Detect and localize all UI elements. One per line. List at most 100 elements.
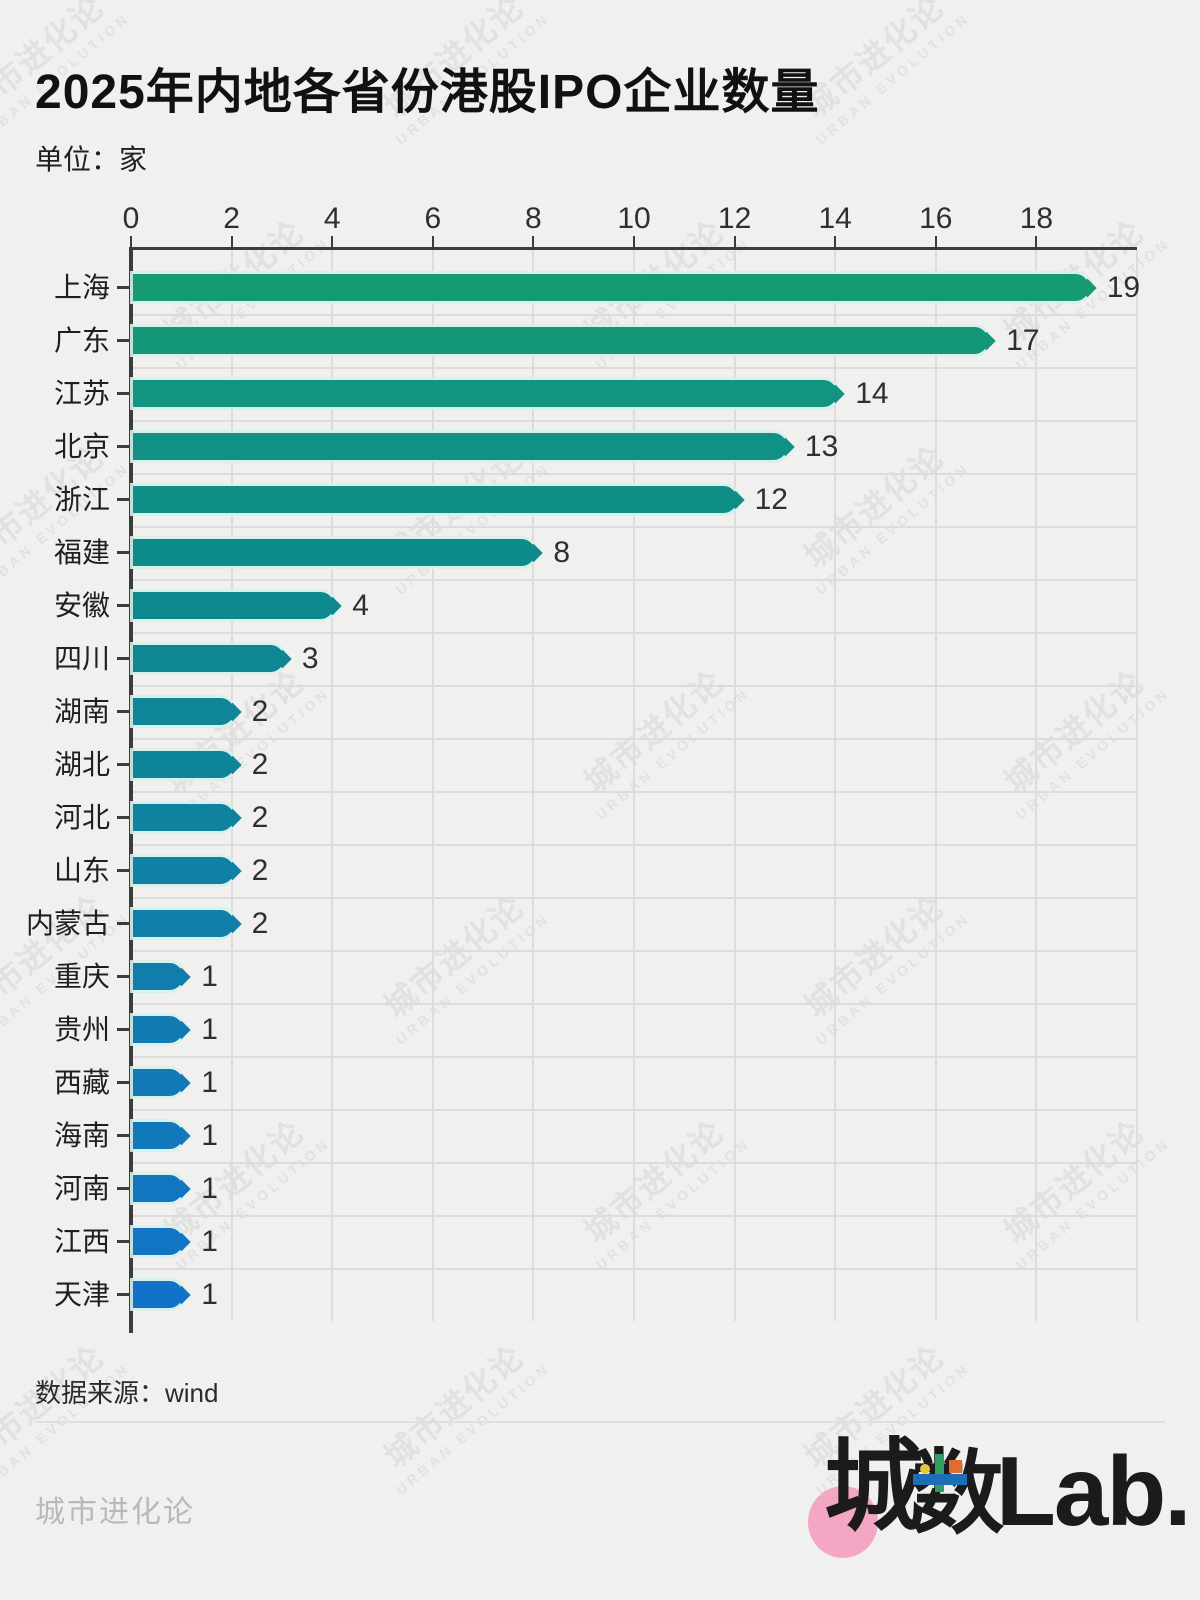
category-label: 上海 xyxy=(53,271,110,303)
bar-tip xyxy=(222,861,242,880)
category-tick xyxy=(117,656,130,660)
grid-line-vertical xyxy=(733,250,736,1321)
category-label: 湖北 xyxy=(53,748,110,780)
grid-line-vertical xyxy=(431,250,434,1321)
x-axis-tick xyxy=(532,236,535,247)
grid-line-horizontal xyxy=(131,1109,1137,1111)
bar-value-label: 17 xyxy=(1006,323,1040,357)
bar-tip xyxy=(172,1073,191,1092)
grid-line-horizontal xyxy=(131,897,1137,899)
category-label: 安徽 xyxy=(53,589,110,621)
bar xyxy=(133,592,342,619)
bar-value-label: 2 xyxy=(251,800,269,834)
grid-line-vertical xyxy=(934,250,937,1321)
category-tick xyxy=(117,868,130,872)
grid-line-horizontal xyxy=(131,579,1137,581)
bar-tip xyxy=(222,702,242,721)
grid-line-horizontal xyxy=(131,1162,1137,1164)
x-tick-label: 10 xyxy=(617,202,651,235)
category-tick xyxy=(117,1133,130,1137)
category-tick xyxy=(117,1080,130,1084)
category-label: 贵州 xyxy=(53,1013,110,1045)
x-axis-tick xyxy=(331,236,334,247)
bar-value-label: 4 xyxy=(352,588,369,622)
category-tick xyxy=(117,762,130,766)
grid-line-horizontal xyxy=(131,1056,1137,1058)
bar-tip xyxy=(222,808,242,827)
grid-line-horizontal xyxy=(131,367,1137,369)
bar-tip xyxy=(776,437,795,456)
logo-accent-orange-square xyxy=(949,1460,962,1473)
bar-value-label: 19 xyxy=(1106,270,1141,304)
x-tick-label: 2 xyxy=(223,202,240,235)
grid-line-vertical xyxy=(331,250,334,1321)
bar xyxy=(133,910,242,937)
grid-line-horizontal xyxy=(131,1268,1137,1270)
bar xyxy=(133,1281,191,1308)
category-tick xyxy=(117,815,130,819)
x-axis-tick xyxy=(1035,236,1038,247)
bar-tip xyxy=(273,649,292,668)
y-axis-line xyxy=(129,247,133,1333)
bar-value-label: 1 xyxy=(201,1171,218,1205)
bar xyxy=(133,1016,191,1043)
category-tick xyxy=(117,338,130,342)
grid-line-vertical xyxy=(230,250,233,1321)
bar xyxy=(133,857,242,884)
bar-tip xyxy=(172,1126,191,1145)
bar-tip xyxy=(323,596,342,615)
bar xyxy=(133,1069,191,1096)
category-label: 广东 xyxy=(53,324,110,356)
grid-line-vertical xyxy=(834,250,837,1321)
grid-line-vertical xyxy=(532,250,535,1321)
footer-divider xyxy=(35,1421,1165,1423)
x-tick-label: 8 xyxy=(525,202,542,235)
grid-line-horizontal xyxy=(131,473,1137,475)
bar-tip xyxy=(524,543,544,562)
category-tick xyxy=(117,1027,130,1031)
bar xyxy=(133,698,242,725)
bar-value-label: 2 xyxy=(251,853,269,887)
bar-value-label: 1 xyxy=(201,959,218,993)
grid-line-vertical xyxy=(1136,250,1138,1321)
bar-tip xyxy=(725,490,745,509)
category-label: 山东 xyxy=(53,854,110,886)
x-tick-label: 6 xyxy=(424,202,442,235)
category-label: 四川 xyxy=(53,642,110,674)
bar xyxy=(133,433,795,460)
grid-line-vertical xyxy=(1035,250,1038,1321)
category-label: 江西 xyxy=(53,1225,110,1257)
category-label: 天津 xyxy=(53,1278,110,1310)
category-tick xyxy=(117,550,130,554)
bar-tip xyxy=(222,914,242,933)
grid-line-horizontal xyxy=(131,844,1137,846)
category-tick xyxy=(117,497,130,501)
x-axis-tick xyxy=(633,236,635,247)
x-axis-tick xyxy=(130,236,132,247)
category-label: 福建 xyxy=(53,536,110,568)
bar-tip xyxy=(977,331,996,350)
bar-value-label: 1 xyxy=(201,1065,218,1099)
footer-brand-text: 城市进化论 xyxy=(35,1496,195,1529)
category-tick xyxy=(117,285,130,289)
grid-line-horizontal xyxy=(131,791,1137,793)
data-source-label: 数据来源：wind xyxy=(35,1378,219,1408)
bar xyxy=(133,963,191,990)
bar xyxy=(133,274,1097,301)
bar-value-label: 2 xyxy=(251,747,269,781)
logo-pink-circle xyxy=(808,1486,878,1558)
category-tick xyxy=(117,391,130,395)
bar-value-label: 1 xyxy=(201,1118,218,1152)
grid-line-horizontal xyxy=(131,632,1137,634)
category-tick xyxy=(117,1292,130,1296)
logo-char-cheng: 城 xyxy=(824,1431,924,1543)
bar xyxy=(133,751,242,778)
category-label: 重庆 xyxy=(53,960,110,992)
bar-value-label: 1 xyxy=(201,1277,218,1311)
category-tick xyxy=(117,974,130,978)
bar-value-label: 3 xyxy=(301,641,319,675)
grid-line-horizontal xyxy=(131,738,1137,740)
logo-accent-green-bar xyxy=(935,1454,944,1492)
